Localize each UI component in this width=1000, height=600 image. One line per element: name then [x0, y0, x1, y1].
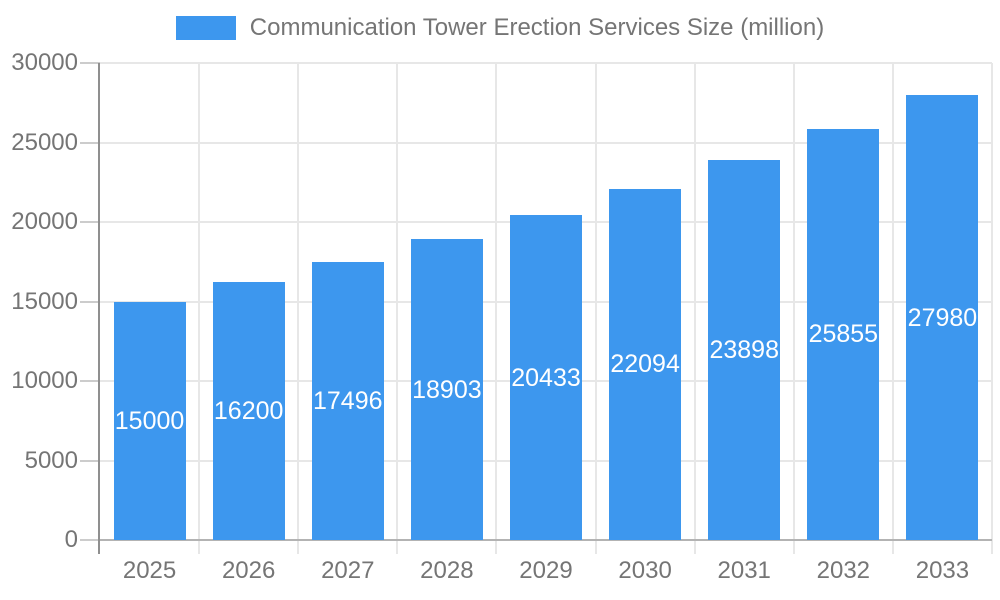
y-axis-label: 10000	[11, 367, 78, 394]
bar-2026[interactable]	[212, 282, 285, 540]
bar-2031[interactable]	[708, 160, 781, 540]
x-axis-label: 2030	[618, 557, 672, 584]
y-axis-tick	[80, 221, 100, 223]
x-axis-line	[100, 539, 992, 541]
legend-label: Communication Tower Erection Services Si…	[249, 14, 825, 41]
bar-2029[interactable]	[510, 215, 582, 540]
chart-legend[interactable]: Communication Tower Erection Services Si…	[0, 14, 1000, 42]
x-gridline	[693, 63, 696, 540]
x-gridline	[198, 63, 201, 540]
y-gridline	[100, 62, 992, 64]
bar-value-label: 22094	[610, 350, 680, 379]
x-axis-tick	[891, 540, 894, 554]
x-gridline	[495, 63, 498, 540]
x-axis-label: 2029	[519, 557, 573, 584]
bar-value-label: 20433	[511, 363, 581, 392]
y-axis-tick	[80, 459, 100, 462]
x-axis-label: 2032	[816, 557, 871, 584]
plot-area: 0 5000 10000 15000 20000 25000 30000 15000 2025 1…	[11, 50, 993, 584]
bar-2030[interactable]	[609, 188, 682, 540]
y-axis-tick	[80, 141, 100, 144]
y-gridline	[100, 141, 992, 144]
x-gridline	[792, 63, 795, 540]
bar-2027[interactable]	[311, 261, 384, 540]
x-axis-tick	[792, 540, 795, 554]
bar-2032[interactable]	[807, 128, 880, 540]
legend-swatch[interactable]	[175, 16, 236, 40]
bar-value-label: 17496	[313, 386, 383, 415]
bar-2033[interactable]	[906, 95, 979, 540]
bar-value-label: 23898	[709, 336, 779, 364]
bar-2028[interactable]	[410, 239, 483, 540]
y-axis-tick	[80, 62, 100, 64]
y-axis-tick	[80, 300, 100, 303]
x-gridline	[891, 63, 894, 540]
x-axis-label: 2033	[915, 557, 970, 584]
bar-value-label: 16200	[213, 397, 284, 426]
x-axis-tick	[198, 540, 201, 554]
y-axis-tick	[80, 380, 100, 382]
x-gridline	[396, 63, 399, 540]
x-gridline	[297, 63, 300, 540]
x-axis-label: 2031	[717, 557, 771, 584]
bar-value-label: 27980	[907, 303, 978, 332]
y-axis-line	[98, 63, 100, 554]
x-axis-tick	[495, 540, 498, 554]
y-axis-tick	[80, 539, 100, 541]
bar-value-label: 18903	[412, 375, 482, 404]
x-axis-label: 2026	[221, 557, 276, 584]
x-axis-label: 2027	[321, 557, 375, 584]
y-axis-label: 20000	[11, 208, 78, 235]
y-axis-label: 30000	[11, 49, 78, 76]
bar-value-label: 25855	[808, 320, 879, 349]
y-axis-label: 15000	[11, 287, 78, 315]
x-gridline	[594, 63, 597, 540]
bar-2025[interactable]	[113, 301, 186, 540]
x-axis-tick	[594, 540, 597, 554]
x-axis-label: 2028	[420, 557, 474, 584]
x-axis-tick	[396, 540, 399, 554]
x-axis-tick	[297, 540, 300, 554]
x-axis-label: 2025	[122, 557, 177, 584]
bar-value-label: 15000	[114, 406, 185, 435]
x-axis-tick	[693, 540, 696, 554]
x-axis-tick	[991, 540, 993, 554]
y-axis-label: 5000	[24, 446, 78, 474]
y-axis-label: 0	[64, 526, 78, 553]
x-gridline	[991, 63, 993, 540]
y-axis-label: 25000	[11, 128, 78, 156]
